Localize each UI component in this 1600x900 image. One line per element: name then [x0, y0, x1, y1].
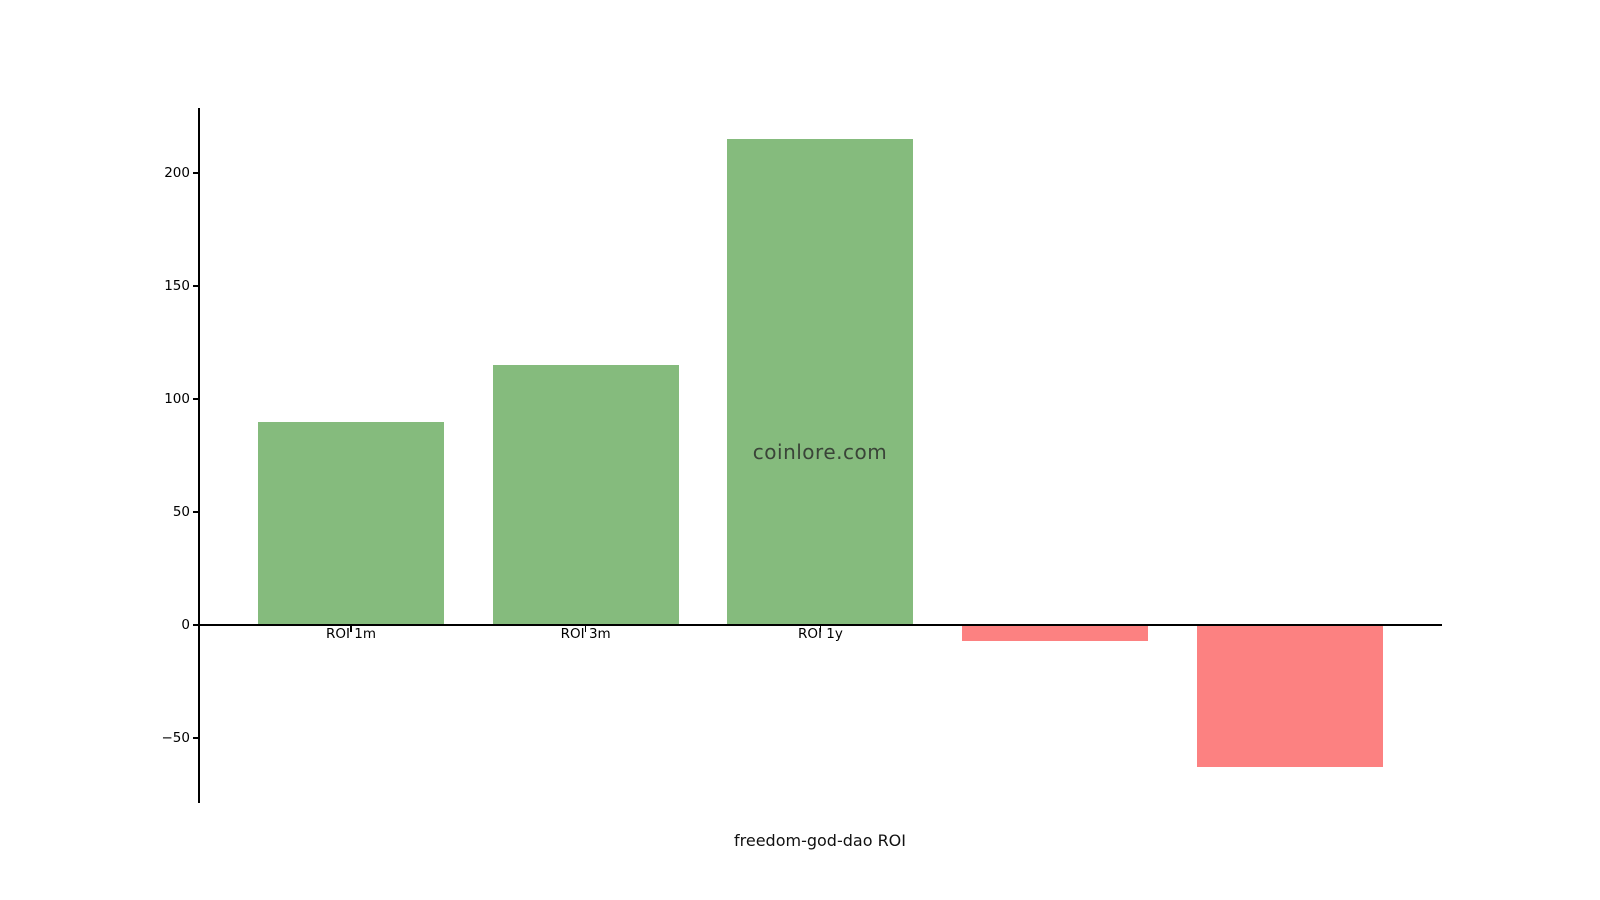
- x-tick-mark: [819, 625, 822, 632]
- bar-roi-3m: [492, 365, 679, 625]
- y-tick-label: 150: [164, 278, 190, 294]
- y-tick-label: 0: [181, 617, 190, 633]
- bar-roi-1m: [258, 421, 444, 625]
- y-tick-mark: [193, 398, 199, 400]
- y-tick-mark: [193, 172, 199, 174]
- chart-title: freedom-god-dao ROI: [734, 831, 906, 850]
- y-axis-spine: [198, 108, 200, 803]
- y-tick-mark: [193, 624, 199, 626]
- bar-roi-1y: [727, 139, 914, 625]
- x-tick-label: ROI 3m: [560, 626, 611, 642]
- y-tick-label: −50: [161, 730, 191, 746]
- y-tick-label: 50: [172, 504, 190, 520]
- x-tick-mark: [585, 625, 587, 632]
- y-tick-mark: [193, 737, 199, 739]
- y-tick-mark: [193, 285, 199, 287]
- y-tick-label: 100: [164, 391, 190, 407]
- x-tick-mark: [350, 625, 352, 632]
- watermark-text: coinlore.com: [752, 440, 888, 464]
- x-tick-label: ROI 1y: [797, 626, 843, 642]
- bar-unlabeled-5: [1196, 625, 1383, 768]
- y-tick-label: 200: [164, 165, 190, 181]
- x-axis-zero-line: [199, 624, 1442, 626]
- y-tick-mark: [193, 511, 199, 513]
- bar-unlabeled-4: [962, 625, 1149, 641]
- x-tick-label: ROI 1m: [325, 626, 377, 642]
